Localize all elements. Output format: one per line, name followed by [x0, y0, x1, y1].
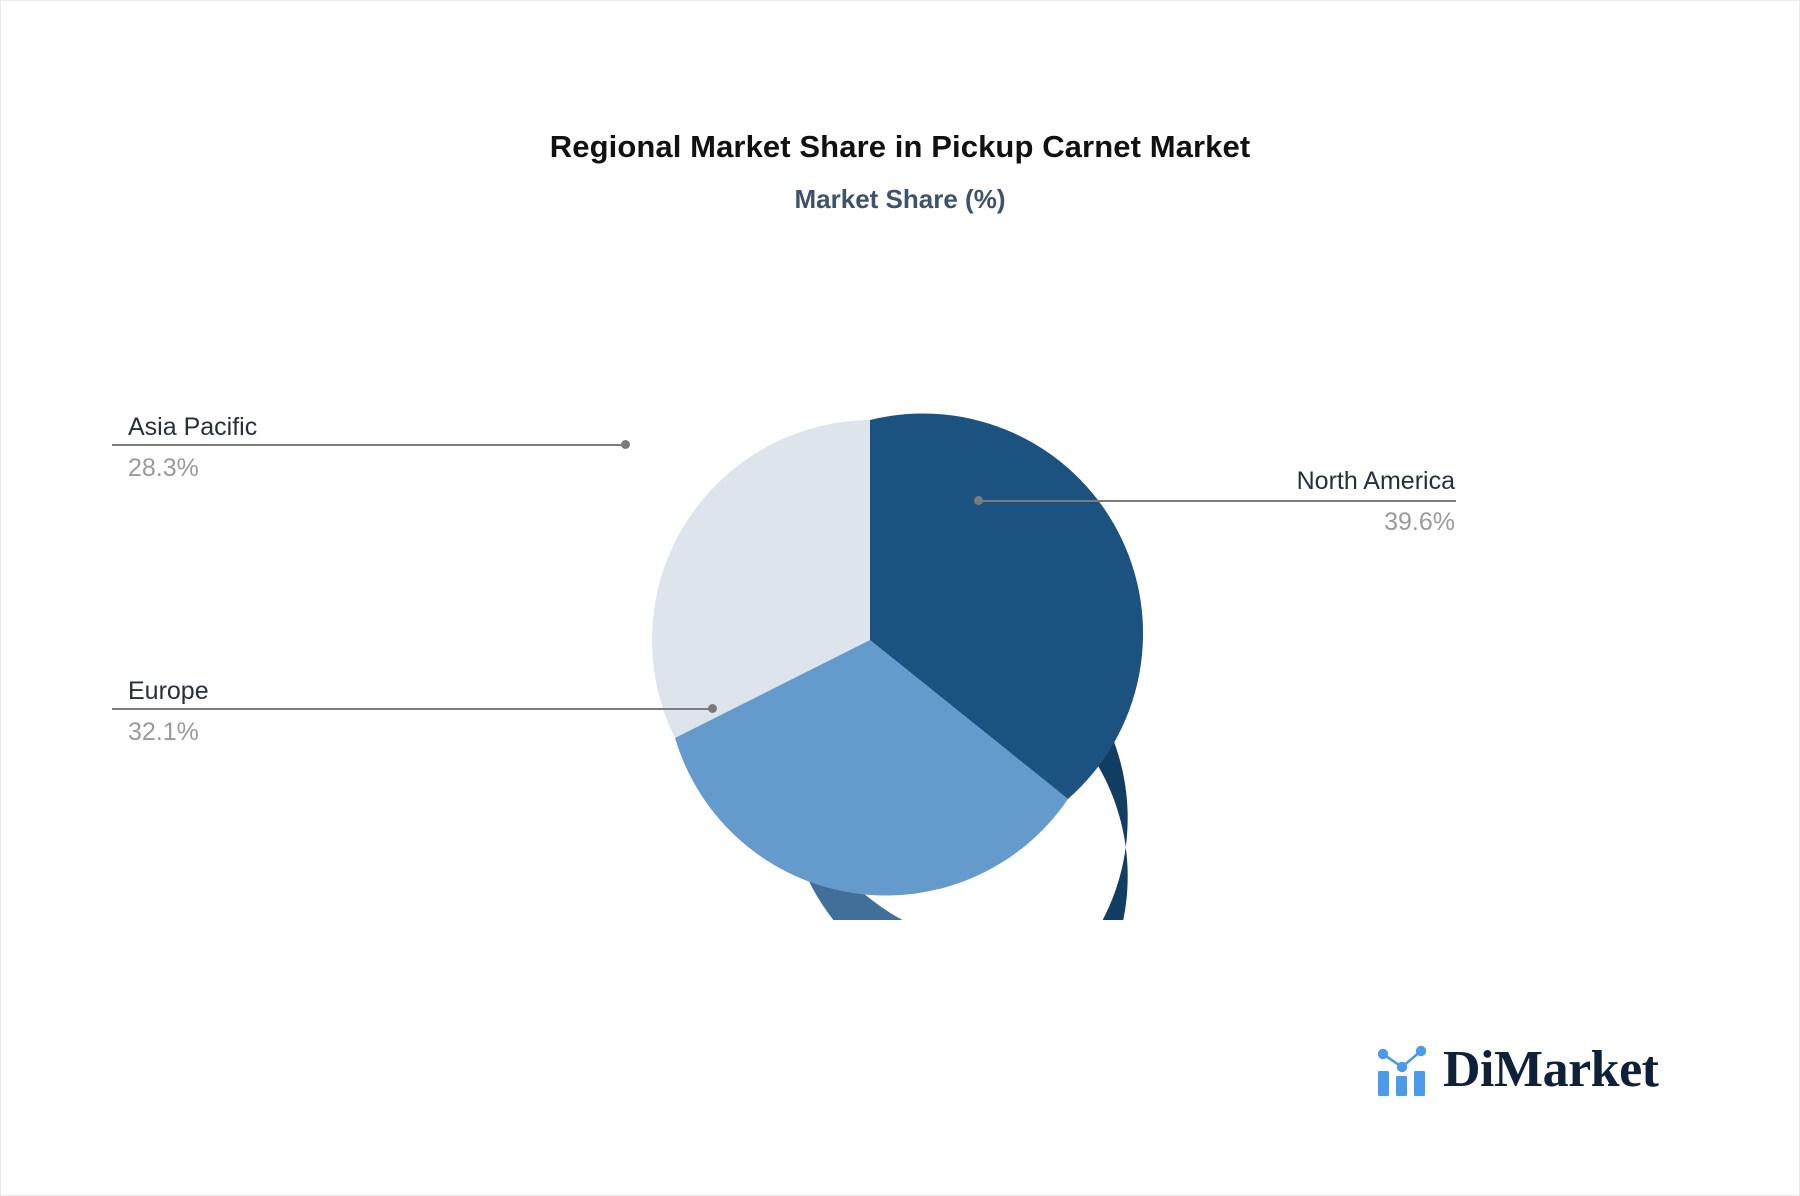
- callout-europe-label: Europe: [128, 677, 209, 705]
- chart-subtitle: Market Share (%): [794, 184, 1006, 215]
- pie-chart-svg: [651, 413, 1144, 920]
- leader-dot-north-america: [974, 496, 983, 505]
- title-block: Regional Market Share in Pickup Carnet M…: [0, 128, 1800, 215]
- bar-chart-icon: [1377, 1045, 1427, 1096]
- leader-dot-europe: [708, 704, 717, 713]
- callout-north-america[interactable]: North America 39.6%: [1297, 466, 1455, 539]
- leader-line-north-america: [978, 500, 1456, 502]
- page-title: Regional Market Share in Pickup Carnet M…: [549, 129, 1251, 164]
- callout-europe-value: 32.1%: [128, 718, 199, 747]
- callout-asia-pacific-label: Asia Pacific: [128, 413, 258, 441]
- callout-asia-pacific-value: 28.3%: [128, 454, 199, 483]
- leader-line-asia-pacific: [112, 444, 626, 446]
- pie-chart: [540, 350, 1200, 920]
- leader-line-europe: [112, 708, 713, 710]
- brand-name: DiMarket: [1443, 1041, 1659, 1098]
- callout-europe[interactable]: Europe 32.1%: [128, 676, 209, 749]
- pie-slice-north-america[interactable]: [870, 413, 1144, 799]
- pie-slice-asia-pacific[interactable]: [651, 420, 870, 738]
- brand-logo: DiMarket: [1375, 1040, 1659, 1100]
- callout-north-america-value: 39.6%: [1384, 508, 1455, 537]
- callout-asia-pacific[interactable]: Asia Pacific 28.3%: [128, 412, 257, 485]
- callout-north-america-label: North America: [1296, 467, 1455, 495]
- pie-slice-europe[interactable]: [675, 640, 1068, 896]
- leader-dot-asia-pacific: [621, 440, 630, 449]
